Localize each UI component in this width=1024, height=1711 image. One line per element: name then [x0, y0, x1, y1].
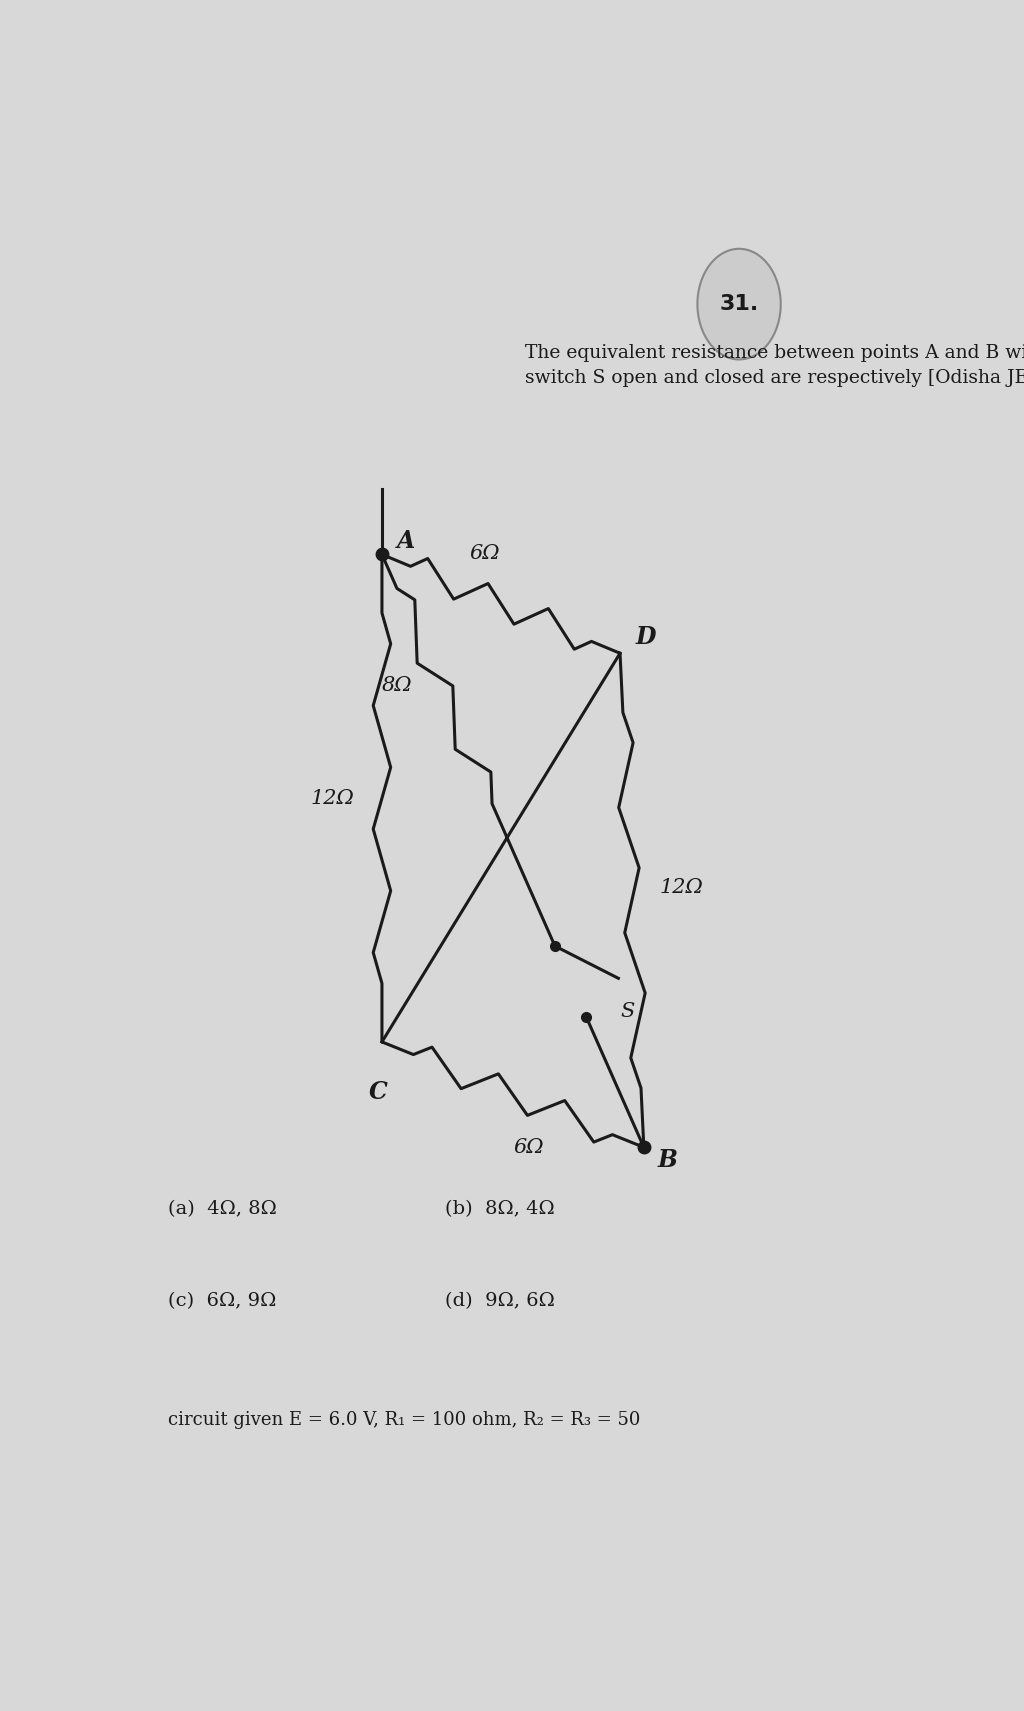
Text: 6Ω: 6Ω — [470, 544, 501, 563]
Ellipse shape — [697, 248, 780, 359]
Text: 12Ω: 12Ω — [311, 789, 354, 808]
Text: (b)  8Ω, 4Ω: (b) 8Ω, 4Ω — [445, 1199, 555, 1218]
Text: (d)  9Ω, 6Ω: (d) 9Ω, 6Ω — [445, 1292, 555, 1311]
Text: 31.: 31. — [720, 294, 759, 315]
Text: S: S — [621, 1003, 635, 1021]
Text: 6Ω: 6Ω — [513, 1138, 544, 1157]
Text: D: D — [635, 626, 655, 650]
Text: (c)  6Ω, 9Ω: (c) 6Ω, 9Ω — [168, 1292, 276, 1311]
Text: B: B — [657, 1148, 678, 1172]
Text: A: A — [396, 529, 415, 553]
Text: (a)  4Ω, 8Ω: (a) 4Ω, 8Ω — [168, 1199, 276, 1218]
Text: 12Ω: 12Ω — [659, 878, 703, 897]
Text: circuit given E = 6.0 V, R₁ = 100 ohm, R₂ = R₃ = 50: circuit given E = 6.0 V, R₁ = 100 ohm, R… — [168, 1412, 640, 1429]
Text: C: C — [369, 1080, 387, 1104]
Text: 8Ω: 8Ω — [382, 676, 412, 695]
Text: The equivalent resistance between points A and B with
switch S open and closed a: The equivalent resistance between points… — [524, 344, 1024, 387]
